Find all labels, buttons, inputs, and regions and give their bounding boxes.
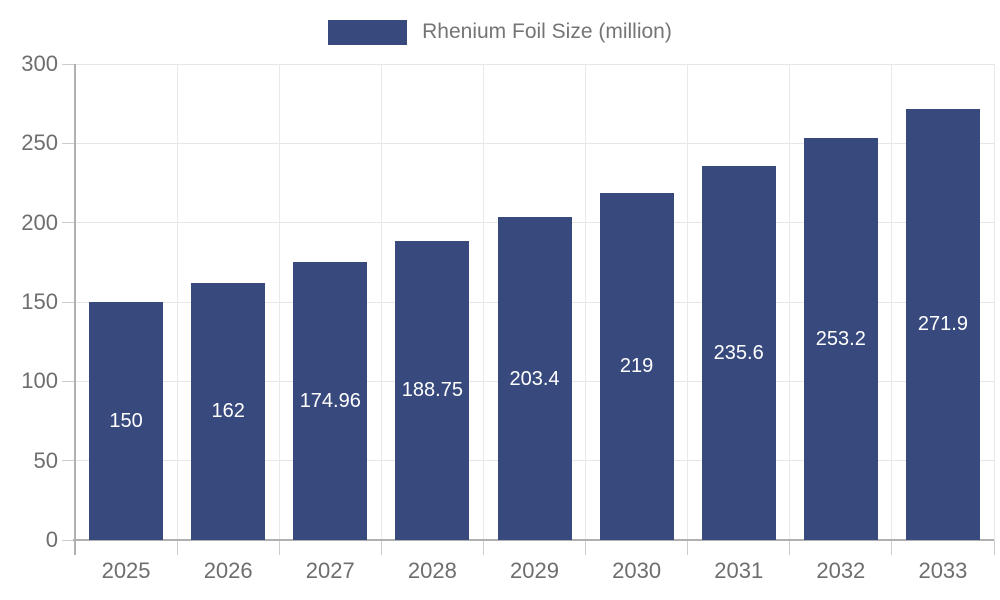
x-axis-line bbox=[73, 539, 994, 541]
y-axis-tick bbox=[62, 222, 75, 224]
gridline-vertical bbox=[176, 64, 178, 540]
gridline-horizontal bbox=[75, 63, 994, 65]
bar-2026[interactable] bbox=[191, 282, 266, 540]
x-axis-tick bbox=[176, 540, 178, 555]
x-tick-label: 2033 bbox=[918, 558, 968, 583]
bar-value-label: 150 bbox=[109, 410, 143, 432]
bar-value-label: 188.75 bbox=[401, 379, 463, 402]
y-tick-label: 250 bbox=[21, 130, 58, 156]
x-tick-label: 2030 bbox=[612, 558, 662, 583]
legend-item[interactable]: Rhenium Foil Size (million) bbox=[0, 16, 1000, 48]
x-axis-tick bbox=[380, 540, 382, 555]
bar-value-label: 203.4 bbox=[509, 367, 560, 390]
y-tick-label: 50 bbox=[33, 447, 58, 473]
bar-2033[interactable] bbox=[905, 108, 980, 540]
bar-value-label: 253.2 bbox=[815, 328, 866, 351]
bar-2028[interactable] bbox=[395, 240, 470, 540]
y-axis-tick bbox=[62, 380, 75, 382]
x-axis-tick bbox=[482, 540, 484, 555]
x-axis-tick bbox=[891, 540, 893, 555]
gridline-vertical bbox=[380, 64, 382, 540]
gridline-vertical bbox=[687, 64, 689, 540]
bar-value-label: 271.9 bbox=[917, 313, 968, 336]
x-axis-tick bbox=[993, 540, 995, 555]
x-axis-tick bbox=[278, 540, 280, 555]
gridline-vertical bbox=[482, 64, 484, 540]
y-axis-tick bbox=[62, 142, 75, 144]
bar-2025[interactable] bbox=[89, 302, 164, 540]
y-axis-tick bbox=[62, 539, 75, 541]
bar-value-label: 162 bbox=[211, 400, 245, 423]
y-axis-tick bbox=[62, 301, 75, 303]
gridline-vertical bbox=[278, 64, 280, 540]
y-axis-line bbox=[74, 64, 76, 555]
x-tick-label: 2029 bbox=[510, 558, 559, 583]
bar-2027[interactable] bbox=[293, 262, 368, 540]
bar-2032[interactable] bbox=[803, 138, 878, 540]
x-tick-label: 2032 bbox=[816, 558, 866, 583]
legend-label: Rhenium Foil Size (million) bbox=[422, 20, 672, 43]
legend-swatch bbox=[328, 19, 408, 45]
y-axis-tick bbox=[62, 63, 75, 65]
y-tick-label: 300 bbox=[21, 51, 58, 76]
x-tick-label: 2028 bbox=[407, 558, 457, 583]
x-tick-label: 2025 bbox=[101, 558, 151, 583]
x-tick-label: 2031 bbox=[714, 558, 764, 583]
x-axis-tick bbox=[585, 540, 587, 555]
bar-2029[interactable] bbox=[497, 217, 572, 540]
bar-value-label: 219 bbox=[619, 355, 654, 378]
y-tick-label: 200 bbox=[21, 209, 58, 235]
bar-value-label: 235.6 bbox=[713, 342, 764, 365]
x-tick-label: 2026 bbox=[203, 558, 253, 583]
gridline-vertical bbox=[585, 64, 587, 540]
x-tick-label: 2027 bbox=[305, 558, 355, 583]
gridline-vertical bbox=[993, 64, 995, 540]
gridline-vertical bbox=[789, 64, 791, 540]
gridline-horizontal bbox=[75, 142, 994, 144]
y-tick-label: 0 bbox=[45, 527, 58, 552]
bar-2031[interactable] bbox=[701, 166, 776, 540]
gridline-vertical bbox=[891, 64, 893, 540]
y-tick-label: 150 bbox=[21, 289, 58, 314]
bar-2030[interactable] bbox=[599, 192, 674, 540]
y-tick-label: 100 bbox=[21, 368, 58, 394]
y-axis-tick bbox=[62, 460, 75, 462]
x-axis-tick bbox=[789, 540, 791, 555]
x-axis-tick bbox=[687, 540, 689, 555]
bar-value-label: 174.96 bbox=[299, 390, 361, 413]
